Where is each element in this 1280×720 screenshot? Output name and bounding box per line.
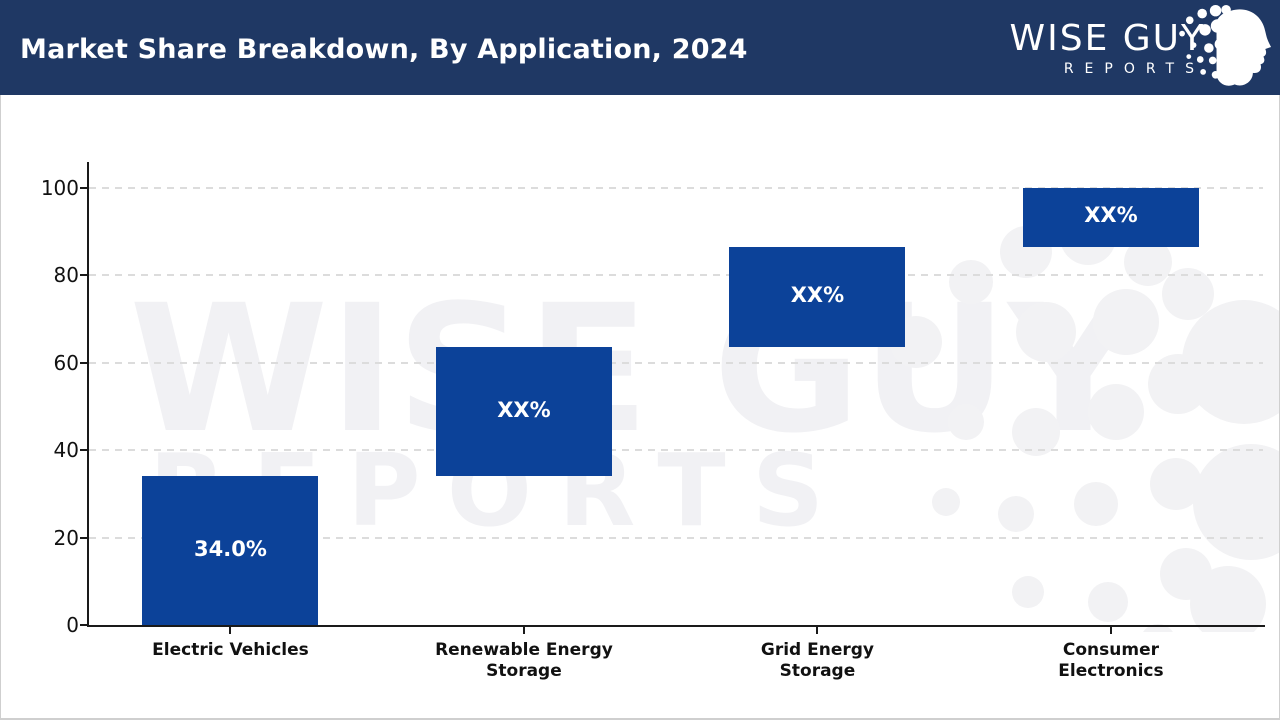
x-tick-mark-electric-vehicles: [229, 625, 232, 634]
bar-value-label-grid-energy-storage: XX%: [790, 283, 845, 308]
y-axis-spine: [87, 162, 89, 627]
x-axis-label-electric-vehicles: Electric Vehicles: [152, 640, 309, 660]
y-tick-mark-0: [80, 624, 89, 626]
brand-logo: WISE GUY REPORTS: [1010, 20, 1206, 78]
page-title: Market Share Breakdown, By Application, …: [20, 34, 748, 65]
x-tick-mark-renewable-energy-storage: [522, 625, 525, 634]
bar-electric-vehicles: 34.0%: [142, 476, 319, 625]
gridline-100: [89, 186, 1263, 189]
y-tick-label-100: 100: [40, 175, 79, 200]
y-tick-mark-40: [80, 449, 89, 451]
bar-value-label-renewable-energy-storage: XX%: [497, 397, 551, 422]
bar-value-label-consumer-electronics: XX%: [1084, 203, 1138, 228]
y-tick-mark-20: [80, 536, 89, 539]
y-tick-label-80: 80: [53, 263, 79, 287]
brand-head-icon: [1179, 4, 1272, 86]
bar-grid-energy-storage: XX%: [729, 247, 906, 348]
y-tick-mark-60: [80, 361, 89, 364]
gridline-60: [89, 361, 1263, 364]
header: Market Share Breakdown, By Application, …: [0, 0, 1280, 95]
gridline-80: [89, 274, 1263, 276]
gridline-20: [89, 536, 1263, 539]
y-tick-label-0: 0: [66, 613, 79, 637]
brand-wordmark: WISE GUY: [1009, 18, 1205, 59]
gridline-40: [89, 449, 1263, 451]
bar-consumer-electronics: XX%: [1022, 187, 1199, 247]
y-tick-label-20: 20: [53, 525, 79, 550]
y-tick-mark-80: [80, 274, 89, 276]
x-tick-mark-grid-energy-storage: [816, 625, 819, 634]
watermark-head-icon: [890, 222, 1279, 632]
x-tick-mark-consumer-electronics: [1109, 625, 1112, 634]
x-axis-label-consumer-electronics: Consumer Electronics: [1058, 640, 1164, 681]
y-tick-label-60: 60: [53, 350, 79, 375]
brand-subwordmark: REPORTS: [1063, 61, 1205, 77]
x-axis-label-renewable-energy-storage: Renewable Energy Storage: [435, 640, 613, 681]
bar-value-label-electric-vehicles: 34.0%: [194, 536, 267, 561]
y-tick-mark-100: [80, 186, 89, 189]
x-axis-spine: [87, 625, 1265, 627]
y-tick-label-40: 40: [53, 438, 79, 462]
x-axis-label-grid-energy-storage: Grid Energy Storage: [760, 640, 875, 681]
bar-renewable-energy-storage: XX%: [435, 347, 612, 477]
